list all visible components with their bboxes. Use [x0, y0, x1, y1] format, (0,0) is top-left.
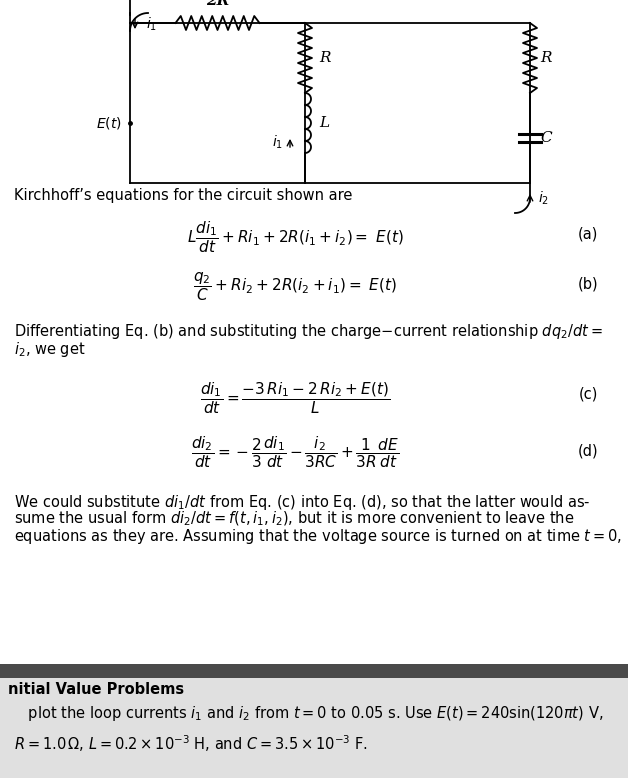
- Text: $\dfrac{di_1}{dt} = \dfrac{-3\,Ri_1 - 2\,Ri_2 + E(t)}{L}$: $\dfrac{di_1}{dt} = \dfrac{-3\,Ri_1 - 2\…: [200, 380, 390, 415]
- Text: $i_1$: $i_1$: [272, 133, 283, 151]
- Text: $i_2$: $i_2$: [538, 189, 549, 207]
- Text: We could substitute $di_1/dt$ from Eq. (c) into Eq. (d), so that the latter woul: We could substitute $di_1/dt$ from Eq. (…: [14, 493, 590, 512]
- Text: $E(t)$: $E(t)$: [96, 115, 122, 131]
- Text: (b): (b): [577, 276, 598, 291]
- Text: $\dfrac{q_2}{C} + Ri_2 + 2R(i_2 + i_1) = \ E(t)$: $\dfrac{q_2}{C} + Ri_2 + 2R(i_2 + i_1) =…: [193, 270, 397, 303]
- Text: (a): (a): [578, 226, 598, 241]
- Bar: [0, 664, 628, 678]
- Text: R: R: [319, 51, 330, 65]
- Text: L: L: [319, 116, 329, 130]
- Text: Kirchhoff’s equations for the circuit shown are: Kirchhoff’s equations for the circuit sh…: [14, 188, 352, 203]
- Text: $i_1$: $i_1$: [146, 16, 157, 33]
- Text: $L\dfrac{di_1}{dt} + Ri_1 + 2R(i_1 + i_2) = \ E(t)$: $L\dfrac{di_1}{dt} + Ri_1 + 2R(i_1 + i_2…: [187, 220, 403, 255]
- Bar: [0, 678, 628, 778]
- Text: Differentiating Eq. (b) and substituting the charge$-$current relationship $dq_2: Differentiating Eq. (b) and substituting…: [14, 322, 603, 341]
- Text: R: R: [540, 51, 551, 65]
- Text: $i_2$, we get: $i_2$, we get: [14, 340, 85, 359]
- Text: equations as they are. Assuming that the voltage source is turned on at time $t : equations as they are. Assuming that the…: [14, 527, 622, 546]
- Text: $\dfrac{di_2}{dt} = -\dfrac{2}{3}\dfrac{di_1}{dt} - \dfrac{i_2}{3RC} + \dfrac{1}: $\dfrac{di_2}{dt} = -\dfrac{2}{3}\dfrac{…: [191, 435, 399, 471]
- Text: sume the usual form $di_2/dt = f(t, i_1, i_2)$, but it is more convenient to lea: sume the usual form $di_2/dt = f(t, i_1,…: [14, 510, 575, 528]
- Text: C: C: [540, 131, 551, 145]
- Text: plot the loop currents $i_1$ and $i_2$ from $t = 0$ to 0.05 s. Use $E(t) = 240\s: plot the loop currents $i_1$ and $i_2$ f…: [14, 704, 604, 754]
- Text: (c): (c): [578, 386, 598, 401]
- Text: nitial Value Problems: nitial Value Problems: [8, 682, 184, 697]
- Text: (d): (d): [577, 443, 598, 458]
- Text: 2R: 2R: [206, 0, 229, 8]
